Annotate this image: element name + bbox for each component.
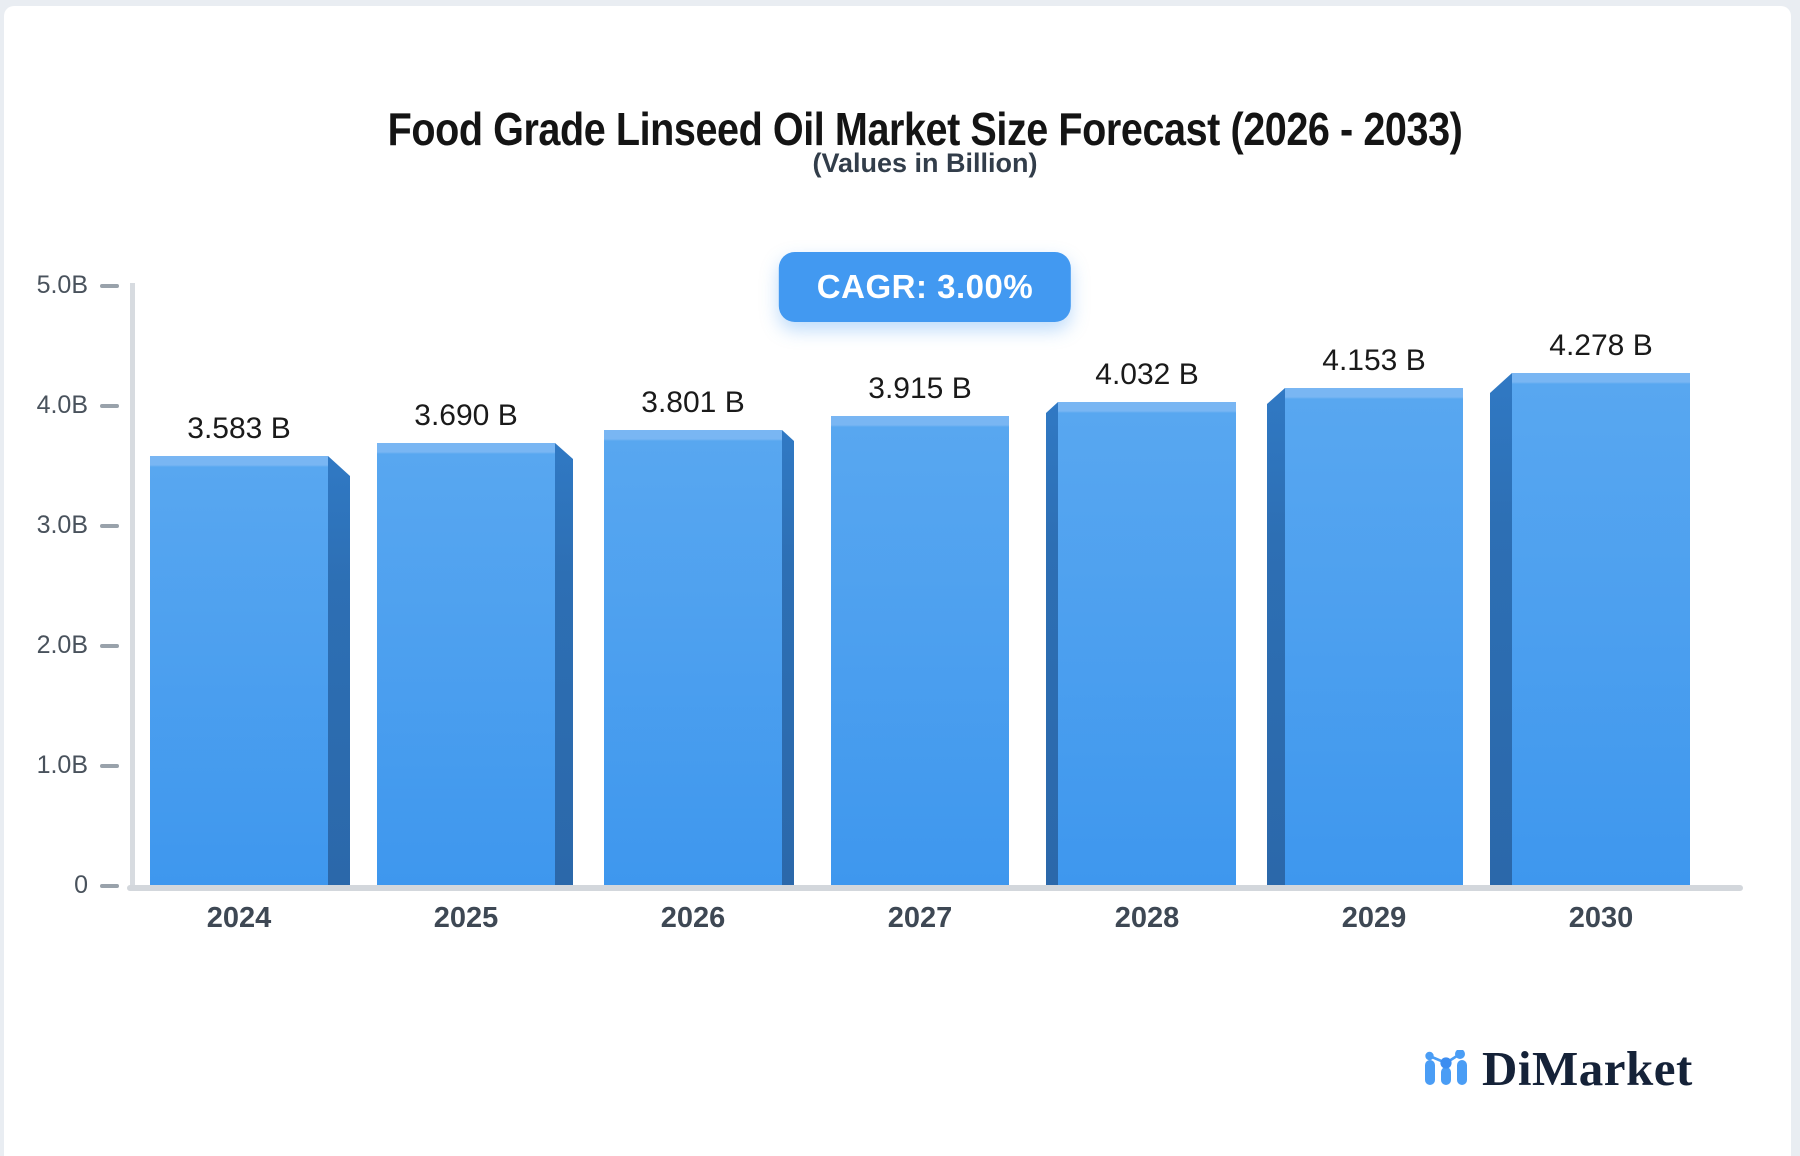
- bar: [1267, 388, 1463, 886]
- y-tick-label: 4.0B: [36, 391, 88, 419]
- bar-side-face: [555, 443, 573, 886]
- bar: [604, 430, 794, 886]
- dimarket-logo-text: DiMarket: [1482, 1041, 1693, 1096]
- bar-side-face: [782, 430, 794, 886]
- bar: [1046, 402, 1236, 886]
- bar-face: [1285, 388, 1463, 886]
- dimarket-logo-icon: [1425, 1050, 1467, 1085]
- y-tick-label: 1.0B: [36, 751, 88, 779]
- cagr-badge: CAGR: 3.00%: [778, 252, 1072, 322]
- x-tick-label: 2026: [660, 902, 726, 934]
- bar: [831, 416, 1009, 886]
- dimarket-logo: DiMarket: [1425, 1044, 1693, 1094]
- x-tick-label: 2024: [206, 902, 272, 934]
- y-tick-label: 3.0B: [36, 511, 88, 539]
- y-tick-label: 0: [74, 871, 88, 899]
- bar-value-label: 4.032 B: [1095, 358, 1199, 391]
- x-tick-label: 2030: [1568, 902, 1634, 934]
- y-tick-dash: [100, 284, 119, 288]
- bar-face: [377, 443, 555, 886]
- bar: [150, 456, 350, 886]
- bar-face: [1058, 402, 1236, 886]
- x-tick-label: 2029: [1341, 902, 1407, 934]
- x-tick-label: 2027: [887, 902, 953, 934]
- bar-value-label: 4.153 B: [1322, 344, 1426, 377]
- bar-face: [1512, 373, 1690, 886]
- bar-value-label: 3.801 B: [641, 386, 745, 419]
- chart-subtitle: (Values in Billion): [812, 148, 1038, 178]
- y-tick-dash: [100, 884, 119, 888]
- bar-value-label: 3.690 B: [414, 399, 518, 432]
- y-tick-label: 5.0B: [36, 271, 88, 299]
- bar-side-face: [1267, 388, 1285, 886]
- x-tick-label: 2028: [1114, 902, 1180, 934]
- bar-value-label: 3.915 B: [868, 372, 972, 405]
- y-axis-line: [130, 283, 135, 886]
- bar-side-face: [328, 456, 350, 886]
- y-tick-dash: [100, 764, 119, 768]
- bar-face: [831, 416, 1009, 886]
- y-tick-dash: [100, 644, 119, 648]
- y-tick-dash: [100, 404, 119, 408]
- y-tick-dash: [100, 524, 119, 528]
- bar-value-label: 4.278 B: [1549, 329, 1653, 362]
- chart-title: Food Grade Linseed Oil Market Size Forec…: [387, 103, 1463, 155]
- bar-side-face: [1490, 373, 1512, 886]
- x-tick-label: 2025: [433, 902, 499, 934]
- bar-side-face: [1046, 402, 1058, 886]
- bar-face: [604, 430, 782, 886]
- bar: [377, 443, 573, 886]
- y-tick-label: 2.0B: [36, 631, 88, 659]
- bar-value-label: 3.583 B: [187, 412, 291, 445]
- x-axis-line: [127, 885, 1743, 891]
- bar: [1490, 373, 1690, 886]
- bar-face: [150, 456, 328, 886]
